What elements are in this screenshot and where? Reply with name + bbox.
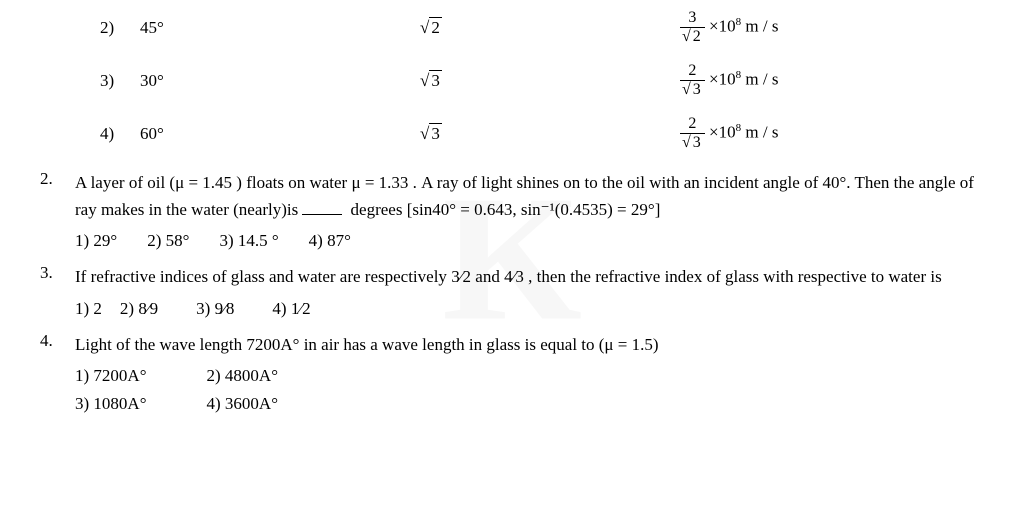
option: 1) 2 <box>75 299 102 319</box>
row-angle: 30° <box>140 71 420 91</box>
option: 4) 3600A° <box>207 394 279 414</box>
option: 4) 87° <box>309 231 351 251</box>
question-4-options-row1: 1) 7200A° 2) 4800A° <box>75 366 984 386</box>
page-content: 2) 45° 2 32 ×108 m / s 3) 30° 3 23 ×108 … <box>40 10 984 414</box>
table-row: 2) 45° 2 32 ×108 m / s <box>40 10 984 45</box>
row-num: 3) <box>40 71 140 91</box>
option: 4) 1⁄2 <box>272 299 310 319</box>
question-text: If refractive indices of glass and water… <box>75 263 984 290</box>
option: 3) 1080A° <box>75 394 147 414</box>
blank <box>302 214 342 215</box>
question-2-options: 1) 29° 2) 58° 3) 14.5 ° 4) 87° <box>75 231 984 251</box>
option: 1) 7200A° <box>75 366 147 386</box>
question-text: Light of the wave length 7200A° in air h… <box>75 331 984 358</box>
question-4: 4. Light of the wave length 7200A° in ai… <box>40 331 984 358</box>
row-angle: 45° <box>140 18 420 38</box>
question-4-options-row2: 3) 1080A° 4) 3600A° <box>75 394 984 414</box>
option: 2) 58° <box>147 231 189 251</box>
row-angle: 60° <box>140 124 420 144</box>
row-sqrt: 2 <box>420 18 680 38</box>
option: 3) 14.5 ° <box>219 231 278 251</box>
row-speed: 23 ×108 m / s <box>680 63 984 98</box>
table-row: 4) 60° 3 23 ×108 m / s <box>40 116 984 151</box>
question-label: 4. <box>40 331 75 358</box>
question-label: 2. <box>40 169 75 223</box>
row-num: 4) <box>40 124 140 144</box>
row-speed: 23 ×108 m / s <box>680 116 984 151</box>
option: 1) 29° <box>75 231 117 251</box>
table-row: 3) 30° 3 23 ×108 m / s <box>40 63 984 98</box>
question-3-options: 1) 2 2) 8⁄9 3) 9⁄8 4) 1⁄2 <box>75 299 984 319</box>
row-num: 2) <box>40 18 140 38</box>
option: 2) 8⁄9 <box>120 299 158 319</box>
option: 3) 9⁄8 <box>196 299 234 319</box>
question-label: 3. <box>40 263 75 290</box>
question-3: 3. If refractive indices of glass and wa… <box>40 263 984 290</box>
row-sqrt: 3 <box>420 124 680 144</box>
row-speed: 32 ×108 m / s <box>680 10 984 45</box>
question-text: A layer of oil (μ = 1.45 ) floats on wat… <box>75 169 984 223</box>
question-2: 2. A layer of oil (μ = 1.45 ) floats on … <box>40 169 984 223</box>
row-sqrt: 3 <box>420 71 680 91</box>
option: 2) 4800A° <box>207 366 279 386</box>
